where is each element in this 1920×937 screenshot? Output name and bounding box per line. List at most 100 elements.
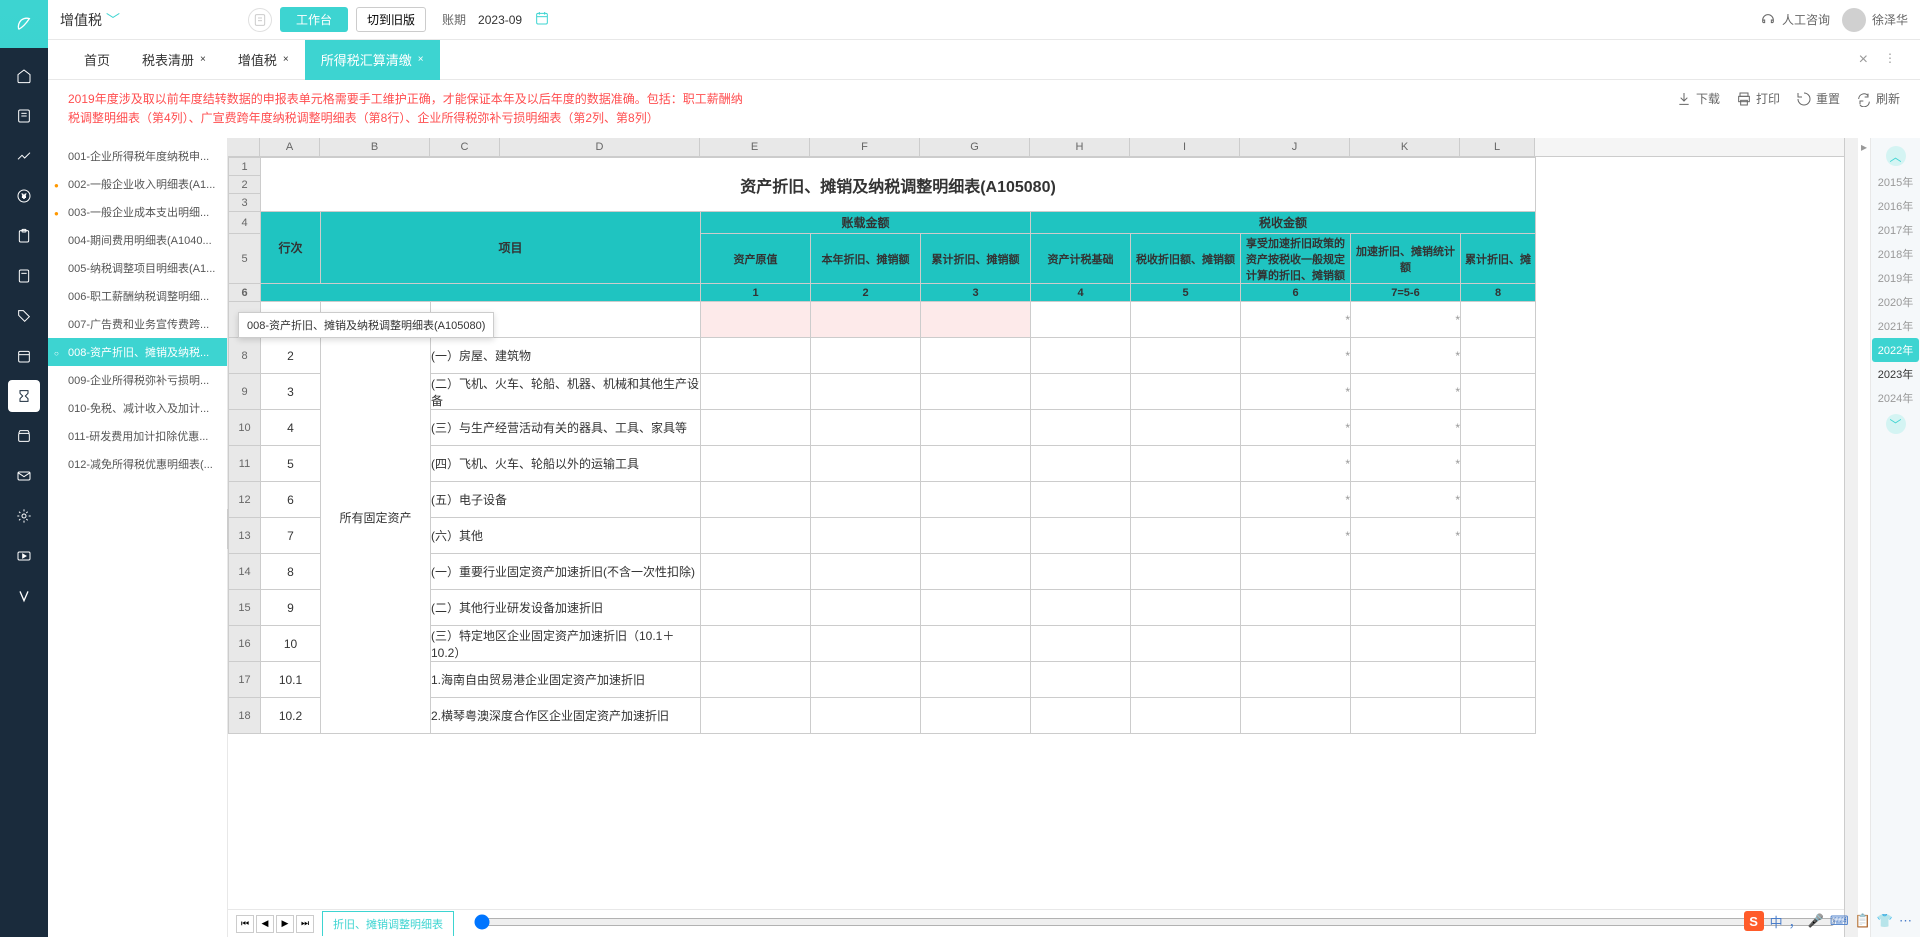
value-cell[interactable] [1131, 698, 1241, 734]
row-header[interactable]: 11 [229, 446, 261, 482]
value-cell[interactable] [701, 410, 811, 446]
item-cell[interactable]: (二）飞机、火车、轮船、机器、机械和其他生产设备 [431, 374, 701, 410]
value-cell[interactable] [811, 410, 921, 446]
sheet-nav-first[interactable]: ⏮ [236, 915, 254, 933]
download-button[interactable]: 下载 [1676, 90, 1720, 107]
value-cell[interactable] [1461, 374, 1536, 410]
value-cell[interactable] [921, 662, 1031, 698]
row-header[interactable]: 9 [229, 374, 261, 410]
year-item[interactable]: 2021年 [1872, 314, 1919, 338]
column-header[interactable]: C [430, 138, 500, 156]
column-header[interactable]: J [1240, 138, 1350, 156]
value-cell[interactable] [921, 482, 1031, 518]
year-down-icon[interactable]: ﹀ [1886, 414, 1906, 434]
value-cell[interactable] [921, 554, 1031, 590]
value-cell[interactable] [921, 302, 1031, 338]
row-header[interactable]: 2 [229, 176, 261, 194]
line-num-cell[interactable]: 5 [261, 446, 321, 482]
item-cell[interactable]: (二）其他行业研发设备加速折旧 [431, 590, 701, 626]
value-cell[interactable] [1131, 446, 1241, 482]
value-cell[interactable] [811, 302, 921, 338]
value-cell[interactable] [1241, 590, 1351, 626]
line-num-cell[interactable]: 4 [261, 410, 321, 446]
value-cell[interactable] [1461, 302, 1536, 338]
user-menu[interactable]: 徐泽华 [1842, 8, 1908, 32]
consult-link[interactable]: 人工咨询 [1760, 11, 1830, 28]
column-header[interactable]: E [700, 138, 810, 156]
value-cell[interactable] [1241, 626, 1351, 662]
value-cell[interactable] [701, 698, 811, 734]
value-cell[interactable]: * [1241, 482, 1351, 518]
value-cell[interactable]: * [1241, 338, 1351, 374]
nav-chart-icon[interactable] [0, 136, 48, 176]
value-cell[interactable] [921, 338, 1031, 374]
item-cell[interactable]: 2.横琴粤澳深度合作区企业固定资产加速折旧 [431, 698, 701, 734]
value-cell[interactable] [811, 590, 921, 626]
year-item[interactable]: 2023年 [1872, 362, 1919, 386]
value-cell[interactable] [1351, 662, 1461, 698]
tab-close-icon[interactable]: × [200, 54, 206, 65]
year-item[interactable]: 2015年 [1872, 170, 1919, 194]
item-cell[interactable]: (一）房屋、建筑物 [431, 338, 701, 374]
switch-old-button[interactable]: 切到旧版 [356, 7, 426, 32]
form-list-item[interactable]: 011-研发费用加计扣除优惠... [48, 422, 227, 450]
row-header[interactable]: 6 [229, 284, 261, 302]
nav-calendar-icon[interactable] [0, 336, 48, 376]
value-cell[interactable] [1131, 590, 1241, 626]
value-cell[interactable] [1241, 698, 1351, 734]
period-value[interactable]: 2023-09 [478, 13, 522, 27]
value-cell[interactable] [1351, 590, 1461, 626]
value-cell[interactable] [1461, 626, 1536, 662]
value-cell[interactable] [701, 626, 811, 662]
value-cell[interactable]: * [1241, 374, 1351, 410]
ime-punct[interactable]: ， [1789, 912, 1802, 931]
line-num-cell[interactable]: 10 [261, 626, 321, 662]
value-cell[interactable] [1031, 410, 1131, 446]
form-list-item[interactable]: 004-期间费用明细表(A1040... [48, 226, 227, 254]
value-cell[interactable]: * [1241, 518, 1351, 554]
line-num-cell[interactable]: 9 [261, 590, 321, 626]
nav-tax-icon[interactable] [8, 380, 40, 412]
form-list-item[interactable]: 010-免税、减计收入及加计... [48, 394, 227, 422]
tab-close-icon[interactable]: × [283, 54, 289, 65]
ime-lang[interactable]: 中 [1770, 912, 1783, 931]
value-cell[interactable] [1031, 518, 1131, 554]
value-cell[interactable] [1031, 590, 1131, 626]
value-cell[interactable] [811, 482, 921, 518]
value-cell[interactable] [1351, 698, 1461, 734]
tab-close-icon[interactable]: × [418, 54, 424, 65]
ime-keyboard-icon[interactable]: ⌨ [1830, 913, 1849, 929]
value-cell[interactable]: * [1351, 446, 1461, 482]
value-cell[interactable] [1131, 410, 1241, 446]
year-up-icon[interactable]: ︿ [1886, 146, 1906, 166]
row-header[interactable]: 13 [229, 518, 261, 554]
form-list-item[interactable]: 002-一般企业收入明细表(A1... [48, 170, 227, 198]
value-cell[interactable] [1351, 554, 1461, 590]
form-list-item[interactable]: 003-一般企业成本支出明细... [48, 198, 227, 226]
item-cell[interactable]: 1.海南自由贸易港企业固定资产加速折旧 [431, 662, 701, 698]
value-cell[interactable] [1131, 338, 1241, 374]
value-cell[interactable] [1131, 662, 1241, 698]
column-header[interactable]: K [1350, 138, 1460, 156]
value-cell[interactable]: * [1241, 302, 1351, 338]
value-cell[interactable] [1461, 518, 1536, 554]
value-cell[interactable] [1461, 410, 1536, 446]
value-cell[interactable] [1131, 518, 1241, 554]
tab-所得税汇算清缴[interactable]: 所得税汇算清缴× [305, 40, 440, 80]
value-cell[interactable]: * [1351, 374, 1461, 410]
row-header[interactable]: 4 [229, 212, 261, 234]
value-cell[interactable] [1461, 662, 1536, 698]
nav-video-icon[interactable] [0, 536, 48, 576]
tab-首页[interactable]: 首页 [68, 40, 126, 80]
row-header[interactable]: 8 [229, 338, 261, 374]
item-cell[interactable]: (五）电子设备 [431, 482, 701, 518]
year-item[interactable]: 2017年 [1872, 218, 1919, 242]
form-list-item[interactable]: 005-纳税调整项目明细表(A1... [48, 254, 227, 282]
expand-right-icon[interactable]: ▸ [1858, 138, 1870, 937]
value-cell[interactable] [701, 338, 811, 374]
print-button[interactable]: 打印 [1736, 90, 1780, 107]
form-list-item[interactable]: 001-企业所得税年度纳税申... [48, 142, 227, 170]
row-header[interactable]: 3 [229, 194, 261, 212]
value-cell[interactable] [1131, 554, 1241, 590]
value-cell[interactable] [1131, 482, 1241, 518]
